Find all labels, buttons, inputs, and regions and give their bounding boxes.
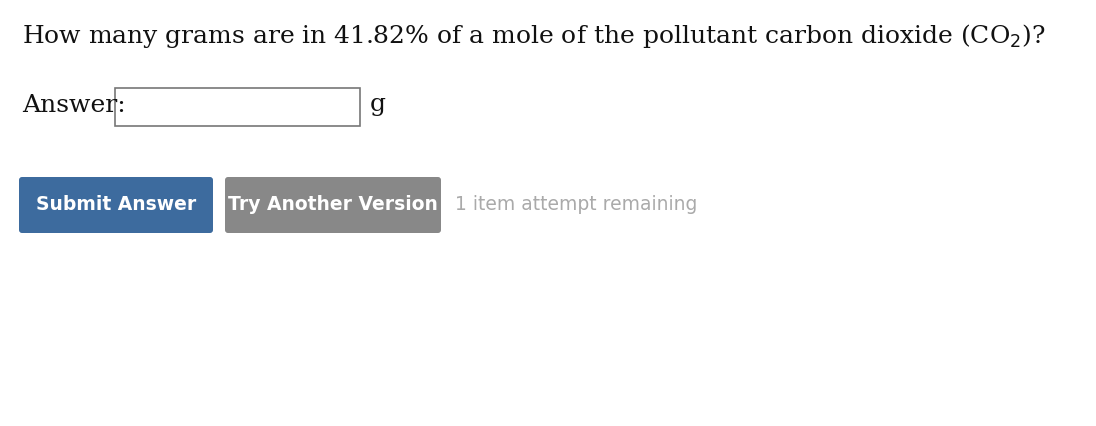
Text: Try Another Version: Try Another Version (228, 196, 438, 215)
Text: 1 item attempt remaining: 1 item attempt remaining (455, 196, 697, 215)
FancyBboxPatch shape (19, 177, 213, 233)
Text: Answer:: Answer: (22, 93, 126, 116)
FancyBboxPatch shape (225, 177, 441, 233)
Text: g: g (370, 93, 386, 116)
Text: How many grams are in 41.82% of a mole of the pollutant carbon dioxide (CO$_2$)?: How many grams are in 41.82% of a mole o… (22, 22, 1046, 50)
Text: Submit Answer: Submit Answer (36, 196, 196, 215)
FancyBboxPatch shape (115, 88, 359, 126)
